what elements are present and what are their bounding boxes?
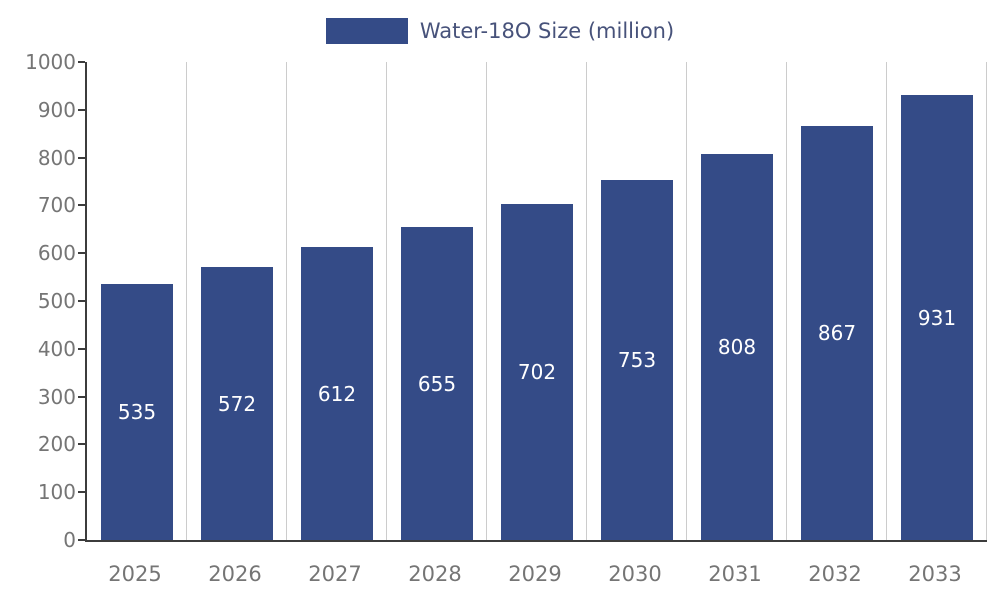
bar-2031: 808 [701,154,773,540]
x-axis-labels: 2025 2026 2027 2028 2029 2030 2031 2032 2033 [85,562,985,592]
x-tick-label: 2033 [908,562,962,586]
x-tick-label: 2025 [108,562,162,586]
gridline-vertical [386,62,387,540]
y-tick-mark [78,491,85,494]
y-axis-labels: 0 100 200 300 400 500 600 700 800 900 1000 [0,50,76,552]
y-tick-label: 400 [37,336,76,361]
gridline-vertical [686,62,687,540]
x-tick-label: 2030 [608,562,662,586]
gridline-vertical [486,62,487,540]
bar-value-label: 931 [917,305,957,330]
bar-2028: 655 [401,227,473,540]
y-tick-mark [78,347,85,350]
y-tick-mark [78,61,85,63]
bar-2025: 535 [101,284,173,540]
bar-value-label: 808 [717,335,757,359]
x-tick-label: 2031 [708,562,762,586]
bar-2029: 702 [501,204,573,540]
gridline-vertical [786,62,787,540]
x-tick-label: 2028 [408,562,462,586]
gridline-vertical [186,62,187,540]
bar-value-label: 535 [117,400,157,424]
y-tick-label: 0 [63,528,76,552]
y-tick-mark [78,539,85,541]
bar-value-label: 572 [217,391,257,416]
y-tick-label: 600 [37,241,76,266]
y-tick-label: 900 [37,97,76,122]
y-tick-mark [78,156,85,159]
y-tick-label: 300 [37,384,76,409]
bar-2026: 572 [201,267,273,540]
y-tick-mark [78,443,85,446]
x-tick-label: 2032 [808,562,862,586]
y-tick-mark [78,300,85,302]
legend-swatch [325,18,408,44]
gridline-vertical [586,62,587,540]
legend: Water-18O Size (million) [0,18,1000,44]
y-axis-ticks [78,61,85,541]
y-tick-label: 700 [37,193,76,218]
y-tick-mark [78,204,85,207]
legend-label: Water-18O Size (million) [419,19,675,43]
y-tick-label: 1000 [25,50,76,74]
y-tick-mark [78,252,85,255]
y-tick-label: 500 [37,289,76,313]
bar-2033: 931 [901,95,973,540]
bar-value-label: 753 [617,348,657,372]
bar-2032: 867 [801,126,873,540]
bar-value-label: 702 [517,360,557,384]
bar-value-label: 655 [417,371,457,396]
y-tick-label: 100 [37,480,76,505]
gridline-vertical [286,62,287,540]
y-tick-label: 800 [37,145,76,170]
x-tick-label: 2029 [508,562,562,586]
bar-2030: 753 [601,180,673,540]
x-tick-label: 2027 [308,562,362,586]
gridline-vertical [986,62,987,540]
bar-value-label: 612 [317,381,357,406]
y-tick-mark [78,395,85,398]
plot-area: 535 572 612 655 702 753 808 867 931 [85,62,987,542]
y-tick-mark [78,108,85,111]
bar-value-label: 867 [817,321,857,345]
y-tick-label: 200 [37,432,76,457]
x-tick-label: 2026 [208,562,262,586]
gridline-vertical [886,62,887,540]
bar-2027: 612 [301,247,373,540]
